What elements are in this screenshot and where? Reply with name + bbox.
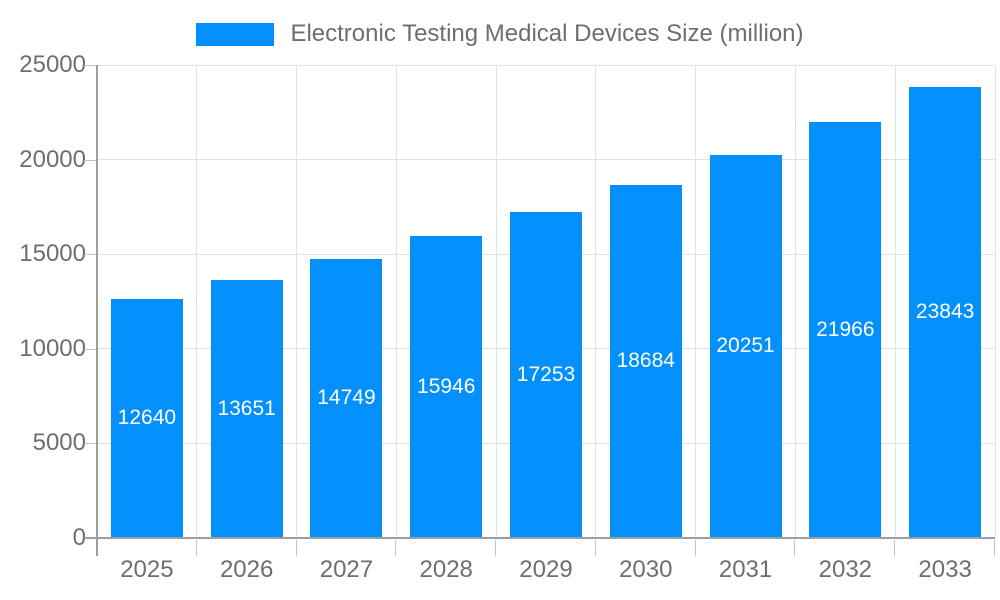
- bar: 18684: [609, 184, 682, 538]
- gridline-vertical: [994, 65, 996, 538]
- y-tick-label: 0: [72, 524, 86, 551]
- x-tick-label: 2029: [519, 556, 573, 583]
- x-axis-tick: [994, 540, 995, 556]
- x-axis-tick: [894, 540, 896, 556]
- gridline-horizontal: [97, 64, 995, 66]
- x-tick-label: 2026: [219, 556, 274, 583]
- x-axis-tick: [794, 540, 796, 556]
- y-axis-tick: [84, 159, 96, 161]
- bar-value-label: 21966: [816, 318, 875, 342]
- bar: 23843: [909, 86, 982, 538]
- x-axis-line: [84, 537, 995, 539]
- legend-color-swatch: [196, 22, 275, 46]
- gridline-vertical: [695, 65, 697, 538]
- bar-value-label: 23843: [915, 300, 975, 324]
- x-axis-tick: [594, 540, 596, 556]
- bar-value-label: 20251: [716, 334, 775, 358]
- y-axis-tick: [84, 348, 96, 350]
- y-axis-line: [96, 65, 98, 556]
- x-tick-label: 2032: [818, 556, 873, 583]
- bar: 20251: [709, 154, 782, 538]
- bar: 14749: [310, 258, 383, 538]
- chart-title: Electronic Testing Medical Devices Size …: [290, 20, 804, 47]
- bar: 13651: [210, 279, 283, 538]
- y-axis-tick: [84, 65, 96, 66]
- bar-value-label: 14749: [317, 386, 376, 410]
- bar: 21966: [809, 122, 882, 538]
- gridline-vertical: [395, 65, 397, 538]
- bar: 17253: [510, 211, 582, 538]
- y-tick-label: 20000: [19, 145, 86, 173]
- gridline-vertical: [894, 65, 896, 538]
- bar: 12640: [110, 298, 183, 538]
- x-tick-label: 2033: [918, 556, 972, 583]
- gridline-vertical: [794, 65, 796, 538]
- y-tick-label: 5000: [32, 429, 86, 457]
- plot-area: 12640 13651 14749 15946 17253 18684 20251 21966…: [97, 64, 996, 538]
- bar-value-label: 18684: [616, 349, 675, 373]
- gridline-vertical: [196, 65, 198, 538]
- x-axis-tick: [195, 540, 197, 556]
- gridline-vertical: [495, 65, 497, 538]
- y-axis-tick: [84, 443, 96, 445]
- bar-value-label: 13651: [217, 396, 276, 420]
- x-tick-label: 2028: [419, 556, 473, 583]
- x-tick-label: 2027: [319, 556, 374, 583]
- x-axis-tick: [694, 540, 696, 556]
- x-tick-label: 2030: [619, 556, 673, 583]
- bar: 15946: [410, 236, 483, 538]
- y-tick-label: 15000: [19, 240, 86, 268]
- chart-legend: Electronic Testing Medical Devices Size …: [0, 20, 1000, 48]
- x-axis-tick: [395, 540, 397, 556]
- x-tick-label: 2025: [120, 556, 174, 583]
- bar-value-label: 12640: [117, 406, 177, 430]
- gridline-vertical: [595, 65, 597, 538]
- x-axis-tick: [295, 540, 297, 556]
- gridline-vertical: [296, 65, 298, 538]
- y-tick-label: 10000: [19, 334, 86, 362]
- y-axis-tick: [84, 254, 96, 256]
- bar-value-label: 17253: [516, 362, 576, 386]
- y-tick-label: 25000: [19, 51, 86, 78]
- x-axis-tick: [495, 540, 497, 556]
- bar-value-label: 15946: [417, 375, 476, 399]
- x-tick-label: 2031: [718, 556, 773, 583]
- gridline-horizontal: [97, 159, 995, 161]
